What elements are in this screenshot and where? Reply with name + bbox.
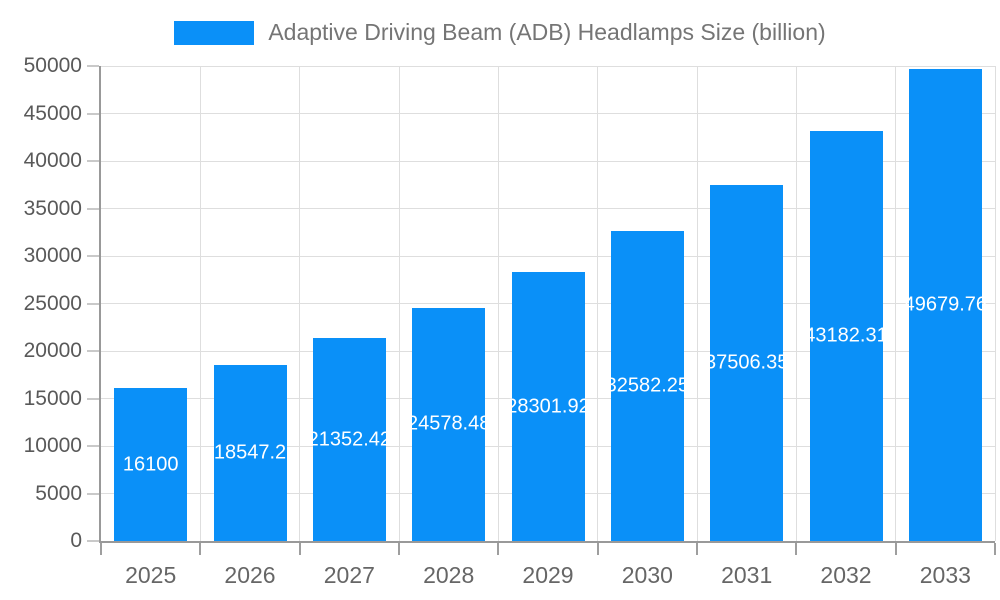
gridline-vertical <box>795 66 797 541</box>
x-tick-label: 2030 <box>621 562 673 588</box>
gridline-vertical <box>597 66 599 541</box>
bar-value-label: 21352.42 <box>307 428 392 451</box>
y-axis-tick <box>87 350 99 352</box>
x-axis-tick <box>199 543 202 555</box>
x-tick-label: 2026 <box>224 562 276 588</box>
y-tick-label: 15000 <box>23 386 82 410</box>
gridline-vertical <box>199 66 201 541</box>
y-tick-label: 30000 <box>23 244 82 267</box>
gridline-vertical <box>398 66 400 541</box>
x-tick-label: 2027 <box>323 562 375 588</box>
bar[interactable]: 37506.35 <box>705 184 788 541</box>
x-axis-tick <box>596 543 599 555</box>
y-axis-tick <box>87 65 99 67</box>
bar[interactable]: 32582.25 <box>606 231 689 541</box>
bar-value-label: 32582.25 <box>605 374 690 397</box>
y-axis-tick <box>87 207 99 210</box>
gridline-vertical <box>299 66 301 541</box>
y-tick-label: 40000 <box>23 149 82 172</box>
bar-value-label: 16100 <box>122 453 179 476</box>
bar-value-label: 43182.31 <box>804 324 888 347</box>
y-axis-tick <box>87 492 99 495</box>
x-axis-tick <box>100 543 102 555</box>
x-axis-tick <box>994 543 996 555</box>
bar[interactable]: 16100 <box>114 388 188 541</box>
gridline-vertical <box>696 66 698 541</box>
bar-value-label: 28301.92 <box>506 395 590 418</box>
x-axis-tick <box>398 543 400 555</box>
bar-value-label: 18547.2 <box>213 441 287 464</box>
legend-item[interactable]: Adaptive Driving Beam (ADB) Headlamps Si… <box>174 19 826 46</box>
x-axis-tick <box>696 543 698 555</box>
legend: Adaptive Driving Beam (ADB) Headlamps Si… <box>0 19 1000 46</box>
bar-value-label: 37506.35 <box>704 351 789 374</box>
gridline-horizontal <box>101 65 995 67</box>
x-tick-label: 2031 <box>721 562 773 588</box>
y-tick-label: 50000 <box>23 54 82 77</box>
bar[interactable]: 28301.92 <box>506 272 590 541</box>
y-tick-label: 25000 <box>23 291 82 315</box>
x-axis-tick <box>497 543 500 555</box>
bar[interactable]: 21352.42 <box>308 338 391 541</box>
y-tick-label: 20000 <box>23 339 82 362</box>
x-axis-tick <box>894 543 897 555</box>
gridline-horizontal <box>101 255 995 257</box>
y-tick-label: 0 <box>70 529 82 552</box>
y-tick-label: 45000 <box>23 101 82 125</box>
bar[interactable]: 49679.76 <box>904 69 987 541</box>
y-tick-label: 35000 <box>23 196 82 220</box>
gridline-horizontal <box>101 160 995 162</box>
bar-value-label: 49679.76 <box>903 293 988 316</box>
bar[interactable]: 43182.31 <box>804 130 888 541</box>
x-tick-label: 2028 <box>423 562 475 588</box>
bar[interactable]: 24578.48 <box>407 307 490 541</box>
y-axis-tick <box>87 445 99 447</box>
gridline-vertical <box>994 66 996 541</box>
y-axis-tick <box>87 397 99 400</box>
gridline-vertical <box>497 66 499 541</box>
y-tick-label: 5000 <box>35 481 82 505</box>
bar[interactable]: 18547.2 <box>213 364 287 541</box>
x-tick-label: 2032 <box>820 562 872 588</box>
legend-swatch-icon <box>174 20 255 45</box>
x-axis-tick <box>298 543 301 555</box>
x-tick-label: 2025 <box>125 562 177 588</box>
legend-label: Adaptive Driving Beam (ADB) Headlamps Si… <box>268 19 826 45</box>
gridline-horizontal <box>101 208 995 209</box>
x-tick-label: 2033 <box>919 562 971 588</box>
y-axis-tick <box>87 255 99 257</box>
x-tick-label: 2029 <box>522 562 574 588</box>
y-axis-tick <box>87 160 99 162</box>
y-axis-tick <box>87 302 99 305</box>
gridline-horizontal <box>101 113 995 114</box>
y-axis-tick <box>87 540 99 542</box>
y-axis-tick <box>87 112 99 115</box>
bar-value-label: 24578.48 <box>406 412 491 435</box>
x-axis-tick <box>795 543 798 555</box>
plot-area: 0 5000 10000 15000 20000 25000 30000 35000 40000… <box>24 54 996 588</box>
y-tick-label: 10000 <box>23 434 82 457</box>
gridline-vertical <box>895 66 897 541</box>
